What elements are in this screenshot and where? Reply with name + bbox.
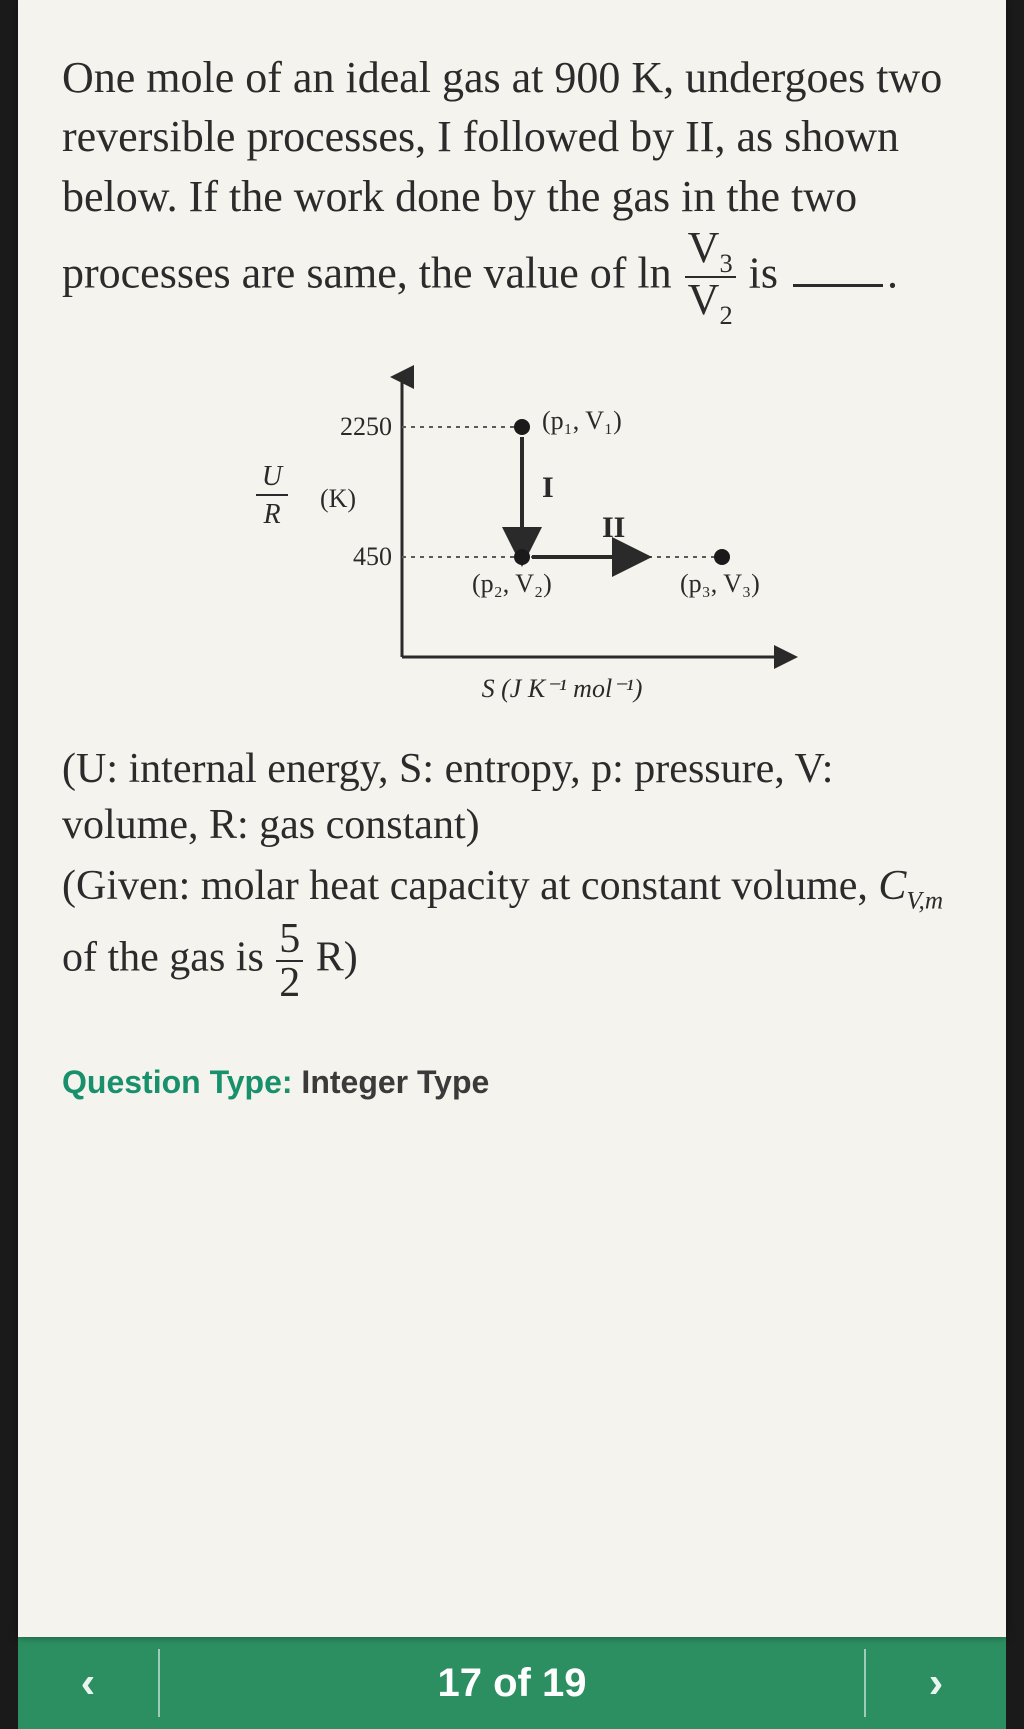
frac52-den: 2 <box>276 960 303 1004</box>
process-diagram: 2250 450 U R (K) (p₁, V₁) (p₂, V₂) (p₃, … <box>202 357 822 717</box>
page-counter: 17 of 19 <box>160 1661 864 1706</box>
svg-text:R: R <box>262 499 280 530</box>
frac-den-sub: 2 <box>719 300 732 330</box>
ytick-top: 2250 <box>340 412 392 441</box>
cv-sym: C <box>878 863 906 909</box>
pt3-label: (p₃, V₃) <box>680 569 760 598</box>
diagram-container: 2250 450 U R (K) (p₁, V₁) (p₂, V₂) (p₃, … <box>62 357 962 717</box>
point-3 <box>714 549 730 565</box>
point-1 <box>514 419 530 435</box>
question-type: Question Type: Integer Type <box>62 1064 962 1101</box>
footer-nav: ‹ 17 of 19 › <box>18 1637 1006 1729</box>
ytick-bot: 450 <box>353 542 392 571</box>
question-text: One mole of an ideal gas at 900 K, under… <box>62 48 962 329</box>
frac52-num: 5 <box>276 918 303 960</box>
answer-blank <box>793 284 883 287</box>
pt2-label: (p₂, V₂) <box>472 569 552 598</box>
given-info: (Given: molar heat capacity at constant … <box>62 858 962 1004</box>
cv-sub: V,m <box>906 887 943 914</box>
given-pre: (Given: molar heat capacity at constant … <box>62 863 878 909</box>
fraction-5-2: 5 2 <box>276 918 303 1004</box>
question-page: One mole of an ideal gas at 900 K, under… <box>18 0 1006 1637</box>
question-type-value: Integer Type <box>301 1064 489 1100</box>
question-body: One mole of an ideal gas at 900 K, under… <box>62 53 942 297</box>
frac-num-sub: 3 <box>719 248 732 278</box>
y-axis-label: U R (K) <box>256 461 356 530</box>
frac-num: V <box>688 223 720 272</box>
chevron-left-icon: ‹ <box>81 1658 96 1707</box>
proc2-label: II <box>602 511 625 544</box>
fraction-v3-v2: V3 V2 <box>685 226 736 328</box>
question-type-label: Question Type: <box>62 1064 293 1100</box>
given-mid: of the gas is <box>62 935 274 981</box>
question-tail: is <box>749 248 789 297</box>
svg-text:(K): (K) <box>320 484 356 513</box>
symbol-legend: (U: internal energy, S: entropy, p: pres… <box>62 741 962 854</box>
given-tail: R) <box>305 935 358 981</box>
frac-den: V <box>688 275 720 324</box>
svg-text:U: U <box>262 461 284 492</box>
pt1-label: (p₁, V₁) <box>542 406 622 435</box>
prev-button[interactable]: ‹ <box>18 1658 158 1708</box>
proc1-label: I <box>542 471 554 504</box>
x-axis-label: S (J K⁻¹ mol⁻¹) <box>482 674 643 703</box>
chevron-right-icon: › <box>929 1658 944 1707</box>
next-button[interactable]: › <box>866 1658 1006 1708</box>
ln-prefix: ln <box>637 248 671 297</box>
point-2 <box>514 549 530 565</box>
